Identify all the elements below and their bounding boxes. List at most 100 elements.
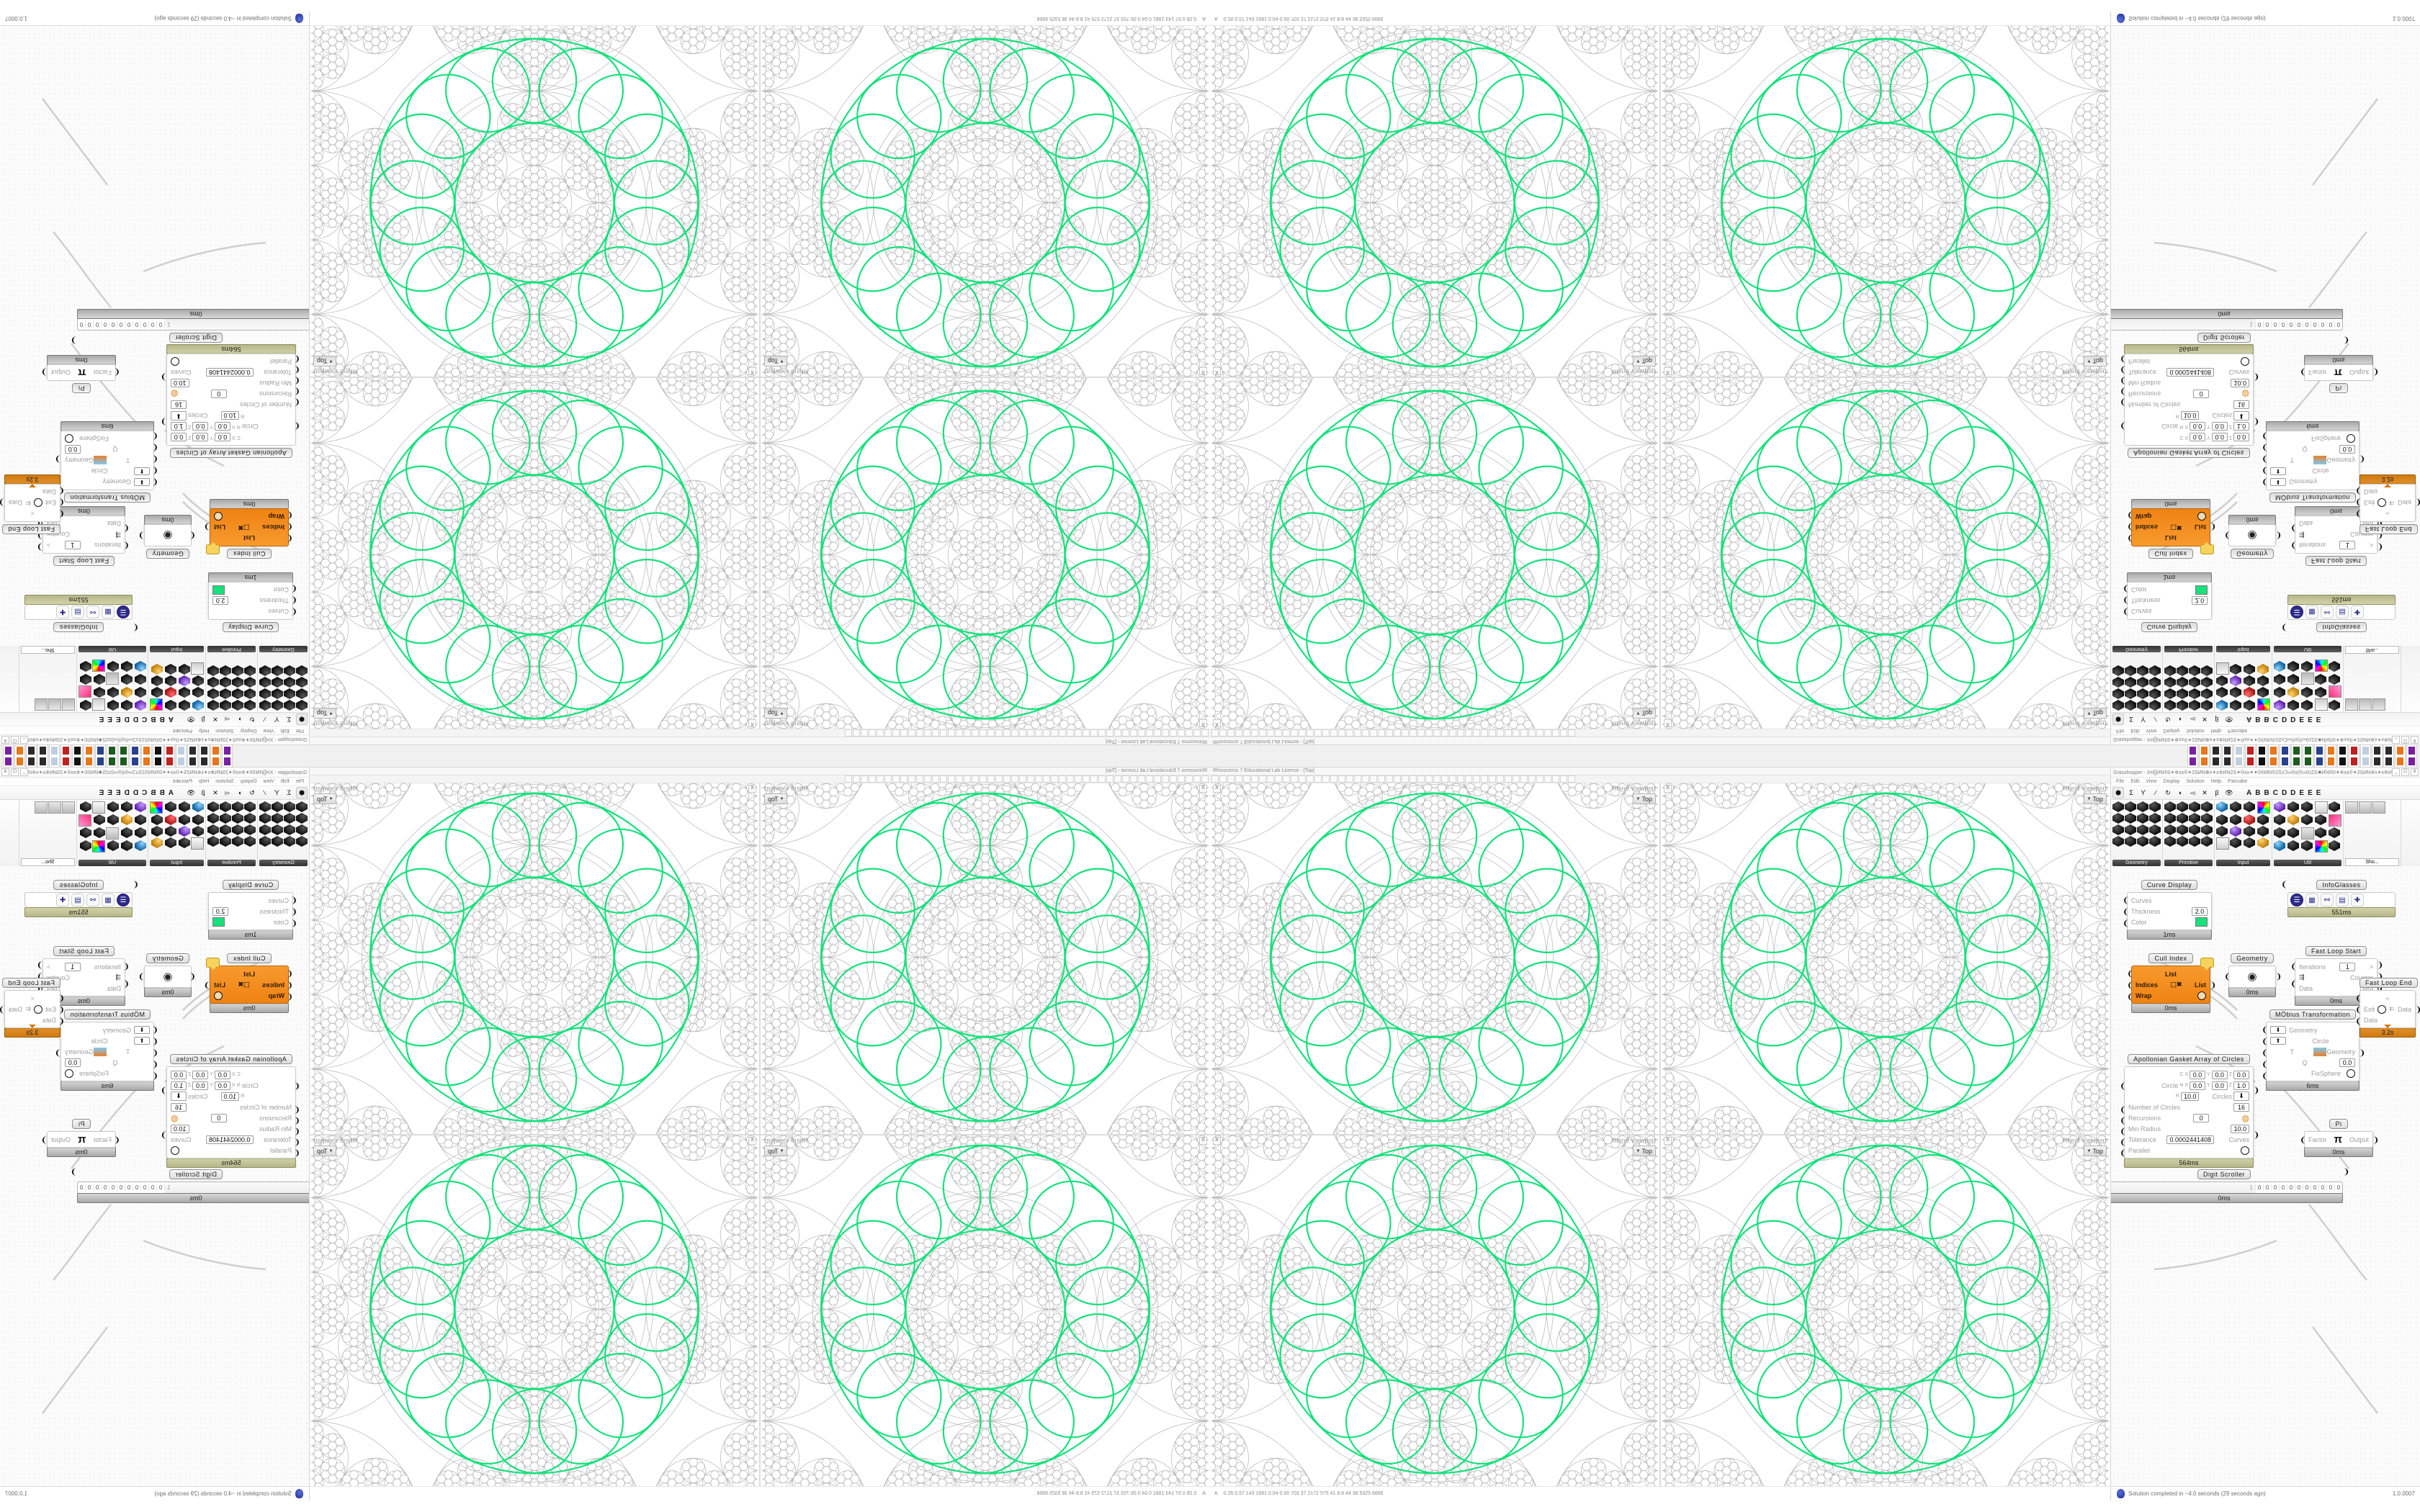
- input-port[interactable]: ❨: [2120, 376, 2125, 384]
- firefox-icon[interactable]: [210, 756, 221, 768]
- component-icon[interactable]: [207, 688, 219, 699]
- component-icon[interactable]: [2177, 665, 2188, 676]
- component-icon[interactable]: [2201, 836, 2213, 847]
- component-icon[interactable]: [2112, 700, 2124, 711]
- rhino-tool-icon[interactable]: [1011, 729, 1018, 737]
- digit-cell-7[interactable]: 0: [2311, 1184, 2318, 1191]
- fixsphere-toggle[interactable]: [2347, 1069, 2355, 1078]
- component-icon[interactable]: [2230, 687, 2241, 698]
- node-cull-index[interactable]: Cull Index ❨ ❨ ❨ ❩ List Indices ⬚✖ List …: [210, 951, 289, 1013]
- ink2-icon[interactable]: [72, 744, 83, 756]
- gh-canvas[interactable]: Curve Display ❨ ❨ ❨ Curves Thickness 2.0…: [0, 26, 309, 646]
- rhino-tool-icon[interactable]: [892, 729, 900, 737]
- output-port[interactable]: ❩: [2415, 1007, 2420, 1014]
- component-icon[interactable]: [220, 836, 231, 847]
- viewport-tab-top[interactable]: ▼ Top: [313, 356, 336, 366]
- digit-cell-1[interactable]: 0: [149, 321, 157, 328]
- note-bubble-icon[interactable]: [206, 544, 220, 554]
- component-icon[interactable]: [2137, 836, 2148, 847]
- ribbon-tab-A-0[interactable]: A: [2246, 716, 2251, 724]
- node-mobius-transformation[interactable]: MÖbius Transformation ❨ ❨ ❨ ❨ ❨ ❩ ⬇ Geom…: [2266, 1007, 2360, 1091]
- ribbon-group-palette[interactable]: Sho...: [19, 646, 76, 712]
- component-icon[interactable]: [2137, 688, 2148, 699]
- gh-tab-strip[interactable]: ⬢ Σ Ƴ ∕ ↻ ◗ ◅ ✕ β 👁 A B B C D D E E E: [0, 786, 309, 800]
- component-icon[interactable]: [2244, 837, 2255, 848]
- rhino-tool-icon[interactable]: [964, 775, 971, 783]
- ribbon-tab-B-2[interactable]: B: [2264, 716, 2269, 724]
- viewport-close-icon[interactable]: X: [1664, 719, 1672, 727]
- component-icon[interactable]: [107, 661, 119, 672]
- ribbon-group-util[interactable]: Util: [76, 646, 148, 712]
- input-port[interactable]: ❨: [292, 595, 297, 603]
- rhino-tool-icon[interactable]: [1122, 775, 1129, 783]
- gh-tab-9[interactable]: 👁: [186, 788, 196, 798]
- component-icon[interactable]: [2359, 801, 2372, 814]
- ny-value[interactable]: 0.0: [192, 423, 208, 431]
- component-icon[interactable]: [2189, 801, 2200, 812]
- component-icon[interactable]: [220, 700, 231, 711]
- component-icon[interactable]: [296, 813, 308, 824]
- output-port[interactable]: ❩: [2253, 417, 2258, 425]
- component-icon[interactable]: [2287, 700, 2299, 711]
- gh-tab-1[interactable]: Σ: [2126, 714, 2136, 724]
- rhino-toolbar[interactable]: [1210, 729, 2110, 737]
- component-icon[interactable]: [2137, 700, 2148, 711]
- component-icon[interactable]: [2149, 700, 2161, 711]
- viewport-top-right[interactable]: X Rhino Viewport ▼ Top: [310, 783, 759, 1134]
- minimize-button[interactable]: _: [20, 768, 28, 776]
- component-icon[interactable]: [2244, 687, 2255, 698]
- list-icon[interactable]: ☰: [2290, 606, 2303, 618]
- cy-value[interactable]: 0.0: [192, 1071, 208, 1079]
- component-icon[interactable]: [150, 801, 163, 814]
- component-icon[interactable]: [92, 660, 105, 672]
- component-icon[interactable]: [244, 700, 256, 711]
- node-body[interactable]: ❨ ☰ ▦ ⚯ ▤ ✚: [2287, 892, 2396, 908]
- input-port[interactable]: ❨: [2120, 1083, 2125, 1091]
- input-port[interactable]: ❨: [60, 486, 65, 494]
- rhino-tool-icon[interactable]: [900, 775, 908, 783]
- rhino-tool-icon[interactable]: [1362, 729, 1369, 737]
- node-info-glasses[interactable]: InfoGlasses ❨ ☰ ▦ ⚯ ▤ ✚ 551ms: [2287, 878, 2396, 917]
- wrap-toggle[interactable]: [2197, 991, 2206, 1000]
- component-icon[interactable]: [121, 801, 133, 812]
- node-body[interactable]: ❨ ❨ ❨ ❨ ❨ ❨ ❩ ❩ C X 0.0 Y 0.0 Z 0.: [166, 354, 296, 446]
- component-icon[interactable]: [2287, 801, 2299, 812]
- component-icon[interactable]: [121, 814, 133, 825]
- parallel-toggle[interactable]: [2241, 358, 2249, 366]
- ink2-icon[interactable]: [2337, 744, 2348, 756]
- grid-icon[interactable]: ▦: [2305, 606, 2318, 618]
- node-curve-display[interactable]: Curve Display ❨ ❨ ❨ Curves Thickness 2.0…: [2127, 878, 2212, 940]
- digit-cell-0[interactable]: 0: [157, 321, 165, 328]
- rhino-tool-icon[interactable]: [1122, 729, 1129, 737]
- input-port[interactable]: ❨: [295, 1117, 300, 1125]
- parallel-toggle[interactable]: [2241, 1146, 2249, 1155]
- rhino-tool-icon[interactable]: [1146, 729, 1153, 737]
- parallel-toggle[interactable]: [171, 358, 179, 366]
- recursions-value[interactable]: 0: [2193, 1114, 2209, 1122]
- gh-tab-4[interactable]: ↻: [2163, 714, 2173, 724]
- rhino-tool-icon[interactable]: [1138, 729, 1145, 737]
- component-icon[interactable]: [2112, 801, 2124, 812]
- digit-cell-5[interactable]: 0: [117, 321, 125, 328]
- rhino-tool-icon[interactable]: [1291, 775, 1298, 783]
- component-icon[interactable]: [284, 801, 295, 812]
- app-purple2-icon[interactable]: [3, 744, 14, 756]
- ribbon-group-palette[interactable]: Sho...: [2344, 646, 2401, 712]
- rhino-tool-icon[interactable]: [1170, 729, 1177, 737]
- component-icon[interactable]: [2274, 661, 2285, 672]
- output-port[interactable]: ❩: [2210, 522, 2215, 530]
- node-body[interactable]: ❨ ❨ ❨ ❨ ❨ ❩ ⬇ Geometry ⬆ Circle T Geomet…: [2266, 431, 2360, 490]
- input-port[interactable]: ❨: [2262, 443, 2267, 451]
- ribbon-tab-D-5[interactable]: D: [2290, 716, 2295, 724]
- color-swatch[interactable]: [2195, 917, 2208, 927]
- ribbon-tab-C-3[interactable]: C: [2273, 789, 2278, 797]
- rhino-tool-icon[interactable]: [1307, 729, 1314, 737]
- node-pi[interactable]: Pi ❨ ❩ Factor π Output 0ms: [47, 355, 116, 395]
- radius-value[interactable]: 10.0: [221, 412, 240, 420]
- radius-value[interactable]: 10.0: [2181, 1092, 2200, 1101]
- input-port[interactable]: ❨: [2355, 1018, 2360, 1026]
- digit-cell-8[interactable]: 0: [2318, 321, 2326, 328]
- maximize-button[interactable]: ☐: [2401, 736, 2409, 744]
- component-icon[interactable]: [2329, 685, 2341, 698]
- digit-cell-7[interactable]: 0: [102, 1184, 109, 1191]
